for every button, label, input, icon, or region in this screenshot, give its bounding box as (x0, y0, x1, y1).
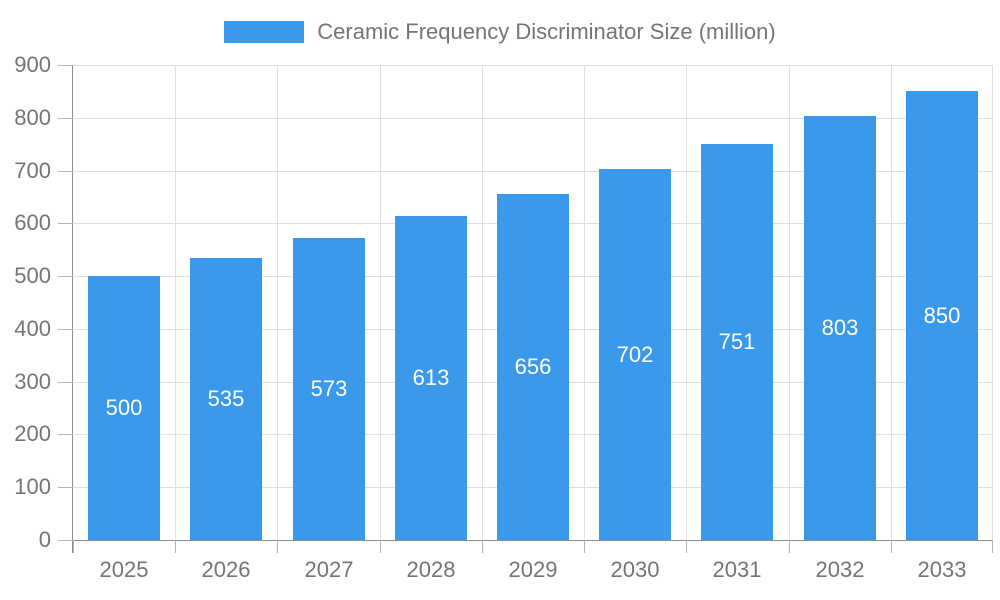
y-tick (58, 328, 73, 330)
y-axis-label-200: 200 (14, 421, 51, 447)
y-tick (58, 65, 73, 66)
plot-area: 500 535 573 613 656 702 751 803 850 (73, 65, 993, 540)
x-axis-label-2027: 2027 (304, 557, 354, 582)
y-axis-label-600: 600 (14, 210, 51, 236)
y-axis-label-700: 700 (14, 157, 51, 183)
v-gridline (686, 65, 687, 540)
y-tick (58, 276, 73, 278)
x-axis-label-2031: 2031 (712, 557, 762, 582)
y-tick (58, 170, 73, 172)
x-tick (992, 540, 993, 553)
y-axis-line (72, 65, 73, 553)
legend-swatch (224, 21, 305, 43)
y-axis-label-400: 400 (14, 315, 51, 341)
x-tick (277, 540, 278, 553)
x-tick (482, 540, 483, 553)
legend-label: Ceramic Frequency Discriminator Size (mi… (317, 19, 776, 44)
bar-2027[interactable] (293, 238, 365, 540)
x-tick (891, 540, 892, 553)
v-gridline (992, 65, 993, 540)
x-axis-label-2028: 2028 (406, 557, 456, 582)
x-axis-label-2033: 2033 (917, 557, 967, 582)
y-tick (58, 117, 73, 119)
y-tick (58, 381, 73, 383)
v-gridline (789, 65, 790, 540)
bar-2029[interactable] (497, 194, 569, 540)
v-gridline (380, 65, 381, 540)
y-axis-label-300: 300 (14, 368, 51, 394)
x-tick (175, 540, 176, 553)
v-gridline (277, 65, 278, 540)
bar-2032[interactable] (804, 116, 876, 540)
y-axis-label-100: 100 (14, 474, 51, 500)
v-gridline (891, 65, 892, 540)
x-tick (584, 540, 585, 553)
y-axis-label-900: 900 (14, 52, 51, 77)
bar-2033[interactable] (906, 91, 978, 540)
x-tick (686, 540, 687, 553)
x-axis-label-2026: 2026 (201, 557, 251, 582)
bar-2031[interactable] (701, 144, 773, 540)
y-tick (58, 540, 73, 541)
bar-2028[interactable] (395, 216, 467, 540)
bar-2026[interactable] (190, 258, 262, 540)
bar-2030[interactable] (599, 169, 671, 540)
x-tick (73, 540, 74, 553)
x-axis-label-2025: 2025 (99, 557, 149, 582)
y-tick (58, 487, 73, 489)
x-axis-label-2032: 2032 (815, 557, 865, 582)
h-gridline-800 (73, 117, 993, 119)
v-gridline (482, 65, 483, 540)
v-gridline (175, 65, 176, 540)
y-tick (58, 434, 73, 436)
y-axis-label-0: 0 (38, 527, 51, 552)
x-tick (380, 540, 381, 553)
h-gridline-700 (73, 170, 993, 172)
h-gridline-900 (73, 65, 993, 66)
y-axis-label-500: 500 (14, 263, 51, 289)
y-axis-label-800: 800 (14, 104, 51, 130)
x-axis-label-2029: 2029 (508, 557, 558, 582)
x-axis-line (73, 540, 993, 541)
x-tick (789, 540, 790, 553)
v-gridline (584, 65, 585, 540)
x-axis-label-2030: 2030 (610, 557, 660, 582)
legend[interactable]: Ceramic Frequency Discriminator Size (mi… (0, 14, 1000, 50)
y-tick (58, 223, 73, 225)
bar-2025[interactable] (88, 276, 160, 540)
